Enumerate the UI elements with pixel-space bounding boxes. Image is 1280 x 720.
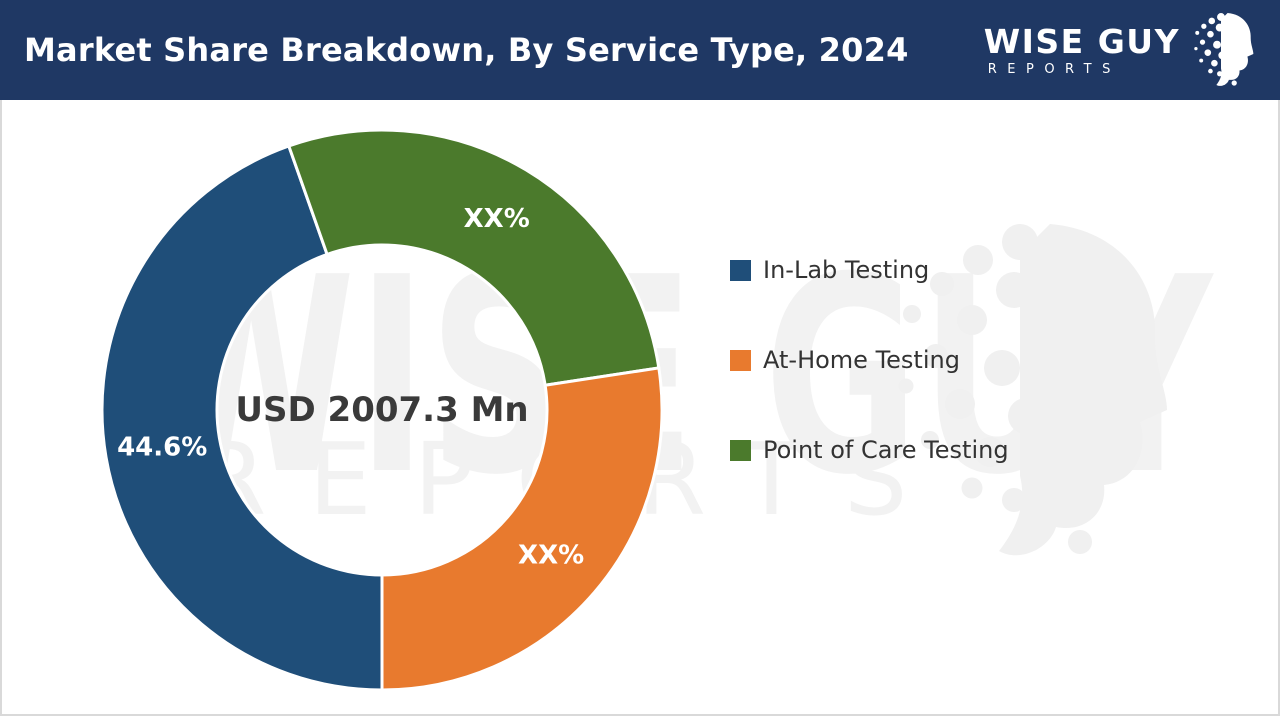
donut-chart: 44.6% XX% XX% USD 2007.3 Mn <box>100 128 664 692</box>
legend-item-in-lab-testing: In-Lab Testing <box>730 250 1009 290</box>
chart-area: WISE GUY REPORTS 44.6%XX%XX% USD 2007.3 … <box>0 100 1280 716</box>
legend-swatch-point-of-care-testing <box>730 439 751 461</box>
legend-label-at-home-testing: At-Home Testing <box>763 346 960 374</box>
header: Market Share Breakdown, By Service Type,… <box>0 0 1280 100</box>
brand-wordmark: WISE GUY REPORTS <box>984 25 1180 76</box>
legend-swatch-in-lab-testing <box>730 259 751 281</box>
legend-item-at-home-testing: At-Home Testing <box>730 340 1009 380</box>
donut-segment-in-lab-testing <box>100 144 384 692</box>
slice-label-in-lab-testing: 44.6% <box>117 433 207 463</box>
brand-logo: WISE GUY REPORTS <box>984 10 1254 90</box>
slice-label-at-home-testing: XX% <box>518 540 584 570</box>
brand-name: WISE GUY <box>983 21 1180 61</box>
brand-subtitle: REPORTS <box>987 61 1121 77</box>
donut-center-value: USD 2007.3 Mn <box>235 390 528 430</box>
legend-label-point-of-care-testing: Point of Care Testing <box>763 436 1009 464</box>
legend-label-in-lab-testing: In-Lab Testing <box>763 256 930 284</box>
legend: In-Lab Testing At-Home Testing Point of … <box>730 250 1009 470</box>
donut-segment-at-home-testing <box>380 366 664 692</box>
legend-item-point-of-care-testing: Point of Care Testing <box>730 430 1009 470</box>
head-profile-logo-icon <box>1194 13 1254 86</box>
slice-label-point-of-care-testing: XX% <box>464 204 530 234</box>
legend-swatch-at-home-testing <box>730 349 751 371</box>
donut-segment-point-of-care-testing <box>286 128 661 387</box>
page-title: Market Share Breakdown, By Service Type,… <box>24 31 909 69</box>
